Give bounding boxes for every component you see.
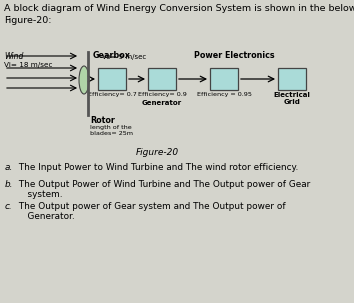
Text: Wind: Wind — [4, 52, 23, 61]
Text: Electrical
Grid: Electrical Grid — [274, 92, 310, 105]
Text: b.: b. — [5, 180, 13, 189]
Text: length of the
blades= 25m: length of the blades= 25m — [90, 125, 133, 136]
Text: Figure-20:: Figure-20: — [4, 16, 51, 25]
Text: Efficiency= 0.7: Efficiency= 0.7 — [88, 92, 136, 97]
Text: Vo= 9 m/sec: Vo= 9 m/sec — [102, 54, 146, 60]
Text: The Output power of Gear system and The Output power of
    Generator.: The Output power of Gear system and The … — [16, 202, 286, 221]
Text: a.: a. — [5, 163, 13, 172]
Text: The Input Power to Wind Turbine and The wind rotor efficiency.: The Input Power to Wind Turbine and The … — [16, 163, 298, 172]
Text: Efficiency = 0.95: Efficiency = 0.95 — [196, 92, 251, 97]
Bar — [148, 68, 176, 90]
Text: The Output Power of Wind Turbine and The Output power of Gear
    system.: The Output Power of Wind Turbine and The… — [16, 180, 310, 199]
Text: c.: c. — [5, 202, 13, 211]
Text: A block diagram of Wind Energy Conversion System is shown in the below: A block diagram of Wind Energy Conversio… — [4, 4, 354, 13]
Bar — [98, 68, 126, 90]
Text: Gearbox: Gearbox — [93, 51, 131, 60]
Text: Power Electronics: Power Electronics — [194, 51, 274, 60]
Text: Generator: Generator — [142, 100, 182, 106]
Ellipse shape — [79, 66, 89, 94]
Text: Rotor: Rotor — [90, 116, 115, 125]
Text: Vi= 18 m/sec: Vi= 18 m/sec — [4, 62, 52, 68]
Bar — [278, 68, 306, 90]
Text: Figure-20: Figure-20 — [136, 148, 178, 157]
Text: Efficiency= 0.9: Efficiency= 0.9 — [138, 92, 187, 97]
Bar — [210, 68, 238, 90]
